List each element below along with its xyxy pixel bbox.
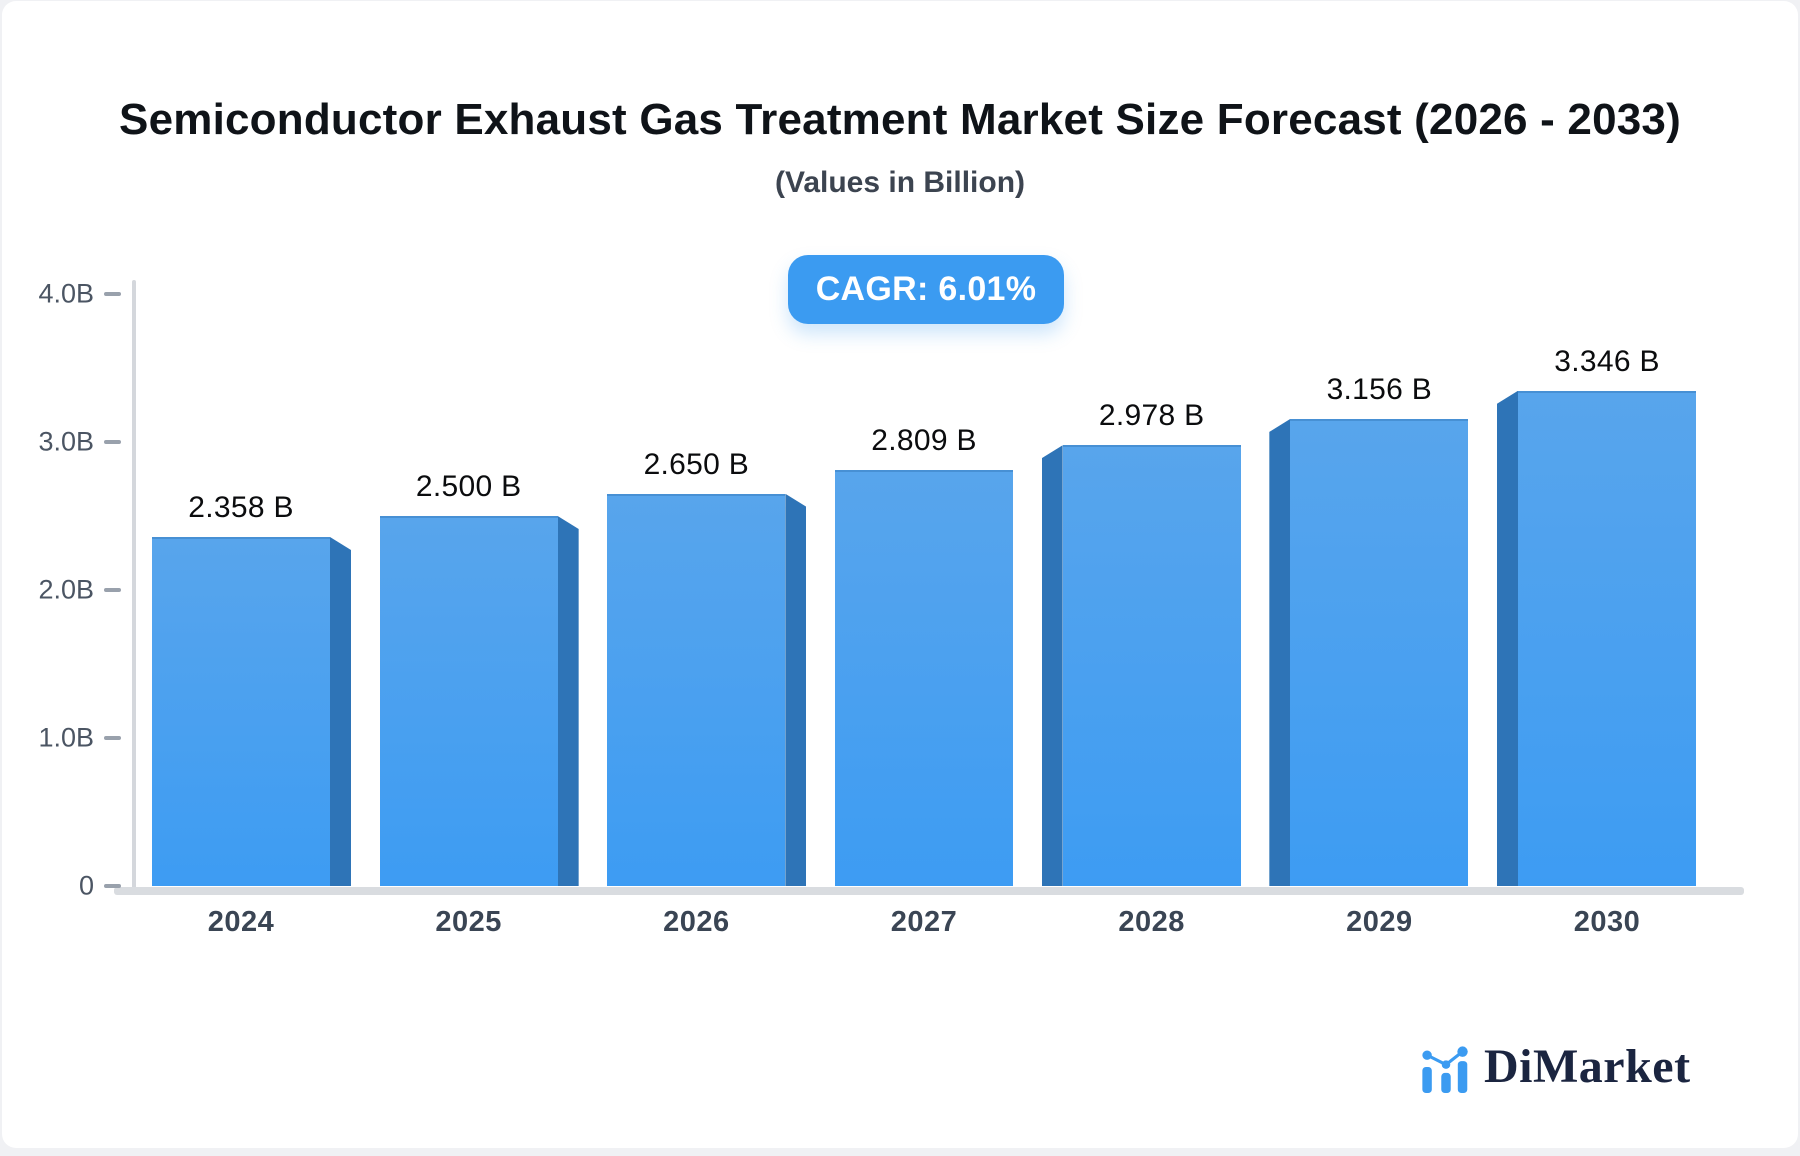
bar-value-label-2029: 3.156 B — [1326, 372, 1433, 406]
bar-2028 — [1062, 445, 1241, 886]
bar-value-label-2026: 2.650 B — [643, 447, 750, 481]
x-category-label-2028: 2028 — [1118, 906, 1185, 938]
bar-3d-side-2024 — [330, 537, 351, 886]
bar-2025 — [379, 516, 558, 886]
y-tick-label: 4.0B — [38, 278, 94, 309]
bar-3d-side-2030 — [1497, 390, 1518, 886]
y-tick-dash — [104, 440, 121, 444]
brand-logo: DiMarket — [1420, 1039, 1691, 1094]
mini-bar-chart-icon — [1422, 1045, 1468, 1093]
bar-3d-side-2029 — [1269, 418, 1291, 886]
y-tick-dash — [104, 884, 121, 888]
y-tick-label: 0 — [78, 870, 94, 901]
x-axis-baseline — [114, 887, 1744, 895]
cagr-badge: CAGR: 6.01% — [788, 255, 1064, 324]
chart-subtitle: (Values in Billion) — [774, 166, 1026, 199]
bar-2027 — [835, 470, 1013, 886]
y-tick-label: 1.0B — [38, 722, 94, 753]
y-tick-dash — [104, 736, 121, 740]
x-category-label-2024: 2024 — [207, 906, 275, 938]
bar-value-label-2028: 2.978 B — [1098, 399, 1205, 433]
y-tick-label: 3.0B — [38, 426, 94, 457]
y-tick-dash — [104, 292, 121, 296]
bar-value-label-2024: 2.358 B — [188, 491, 294, 525]
bar-value-label-2030: 3.346 B — [1554, 344, 1660, 378]
bar-2026 — [607, 493, 786, 886]
x-category-label-2030: 2030 — [1573, 906, 1641, 938]
y-tick-label: 2.0B — [38, 574, 94, 605]
bar-3d-side-2026 — [785, 493, 807, 886]
x-category-label-2026: 2026 — [663, 906, 730, 938]
bar-3d-side-2025 — [557, 516, 579, 886]
x-category-label-2025: 2025 — [435, 906, 502, 938]
bar-2030 — [1518, 390, 1696, 886]
bar-2024 — [152, 537, 330, 886]
x-category-label-2029: 2029 — [1346, 906, 1413, 938]
brand-logo-text: DiMarket — [1484, 1040, 1691, 1093]
chart-title: Semiconductor Exhaust Gas Treatment Mark… — [119, 95, 1681, 144]
y-axis-line — [132, 280, 136, 895]
bar-2029 — [1290, 418, 1469, 886]
y-tick-dash — [104, 588, 121, 592]
bar-value-label-2025: 2.500 B — [415, 470, 522, 503]
bar-3d-side-2028 — [1041, 445, 1063, 886]
bar-value-label-2027: 2.809 B — [871, 424, 977, 458]
x-category-label-2027: 2027 — [890, 906, 958, 938]
